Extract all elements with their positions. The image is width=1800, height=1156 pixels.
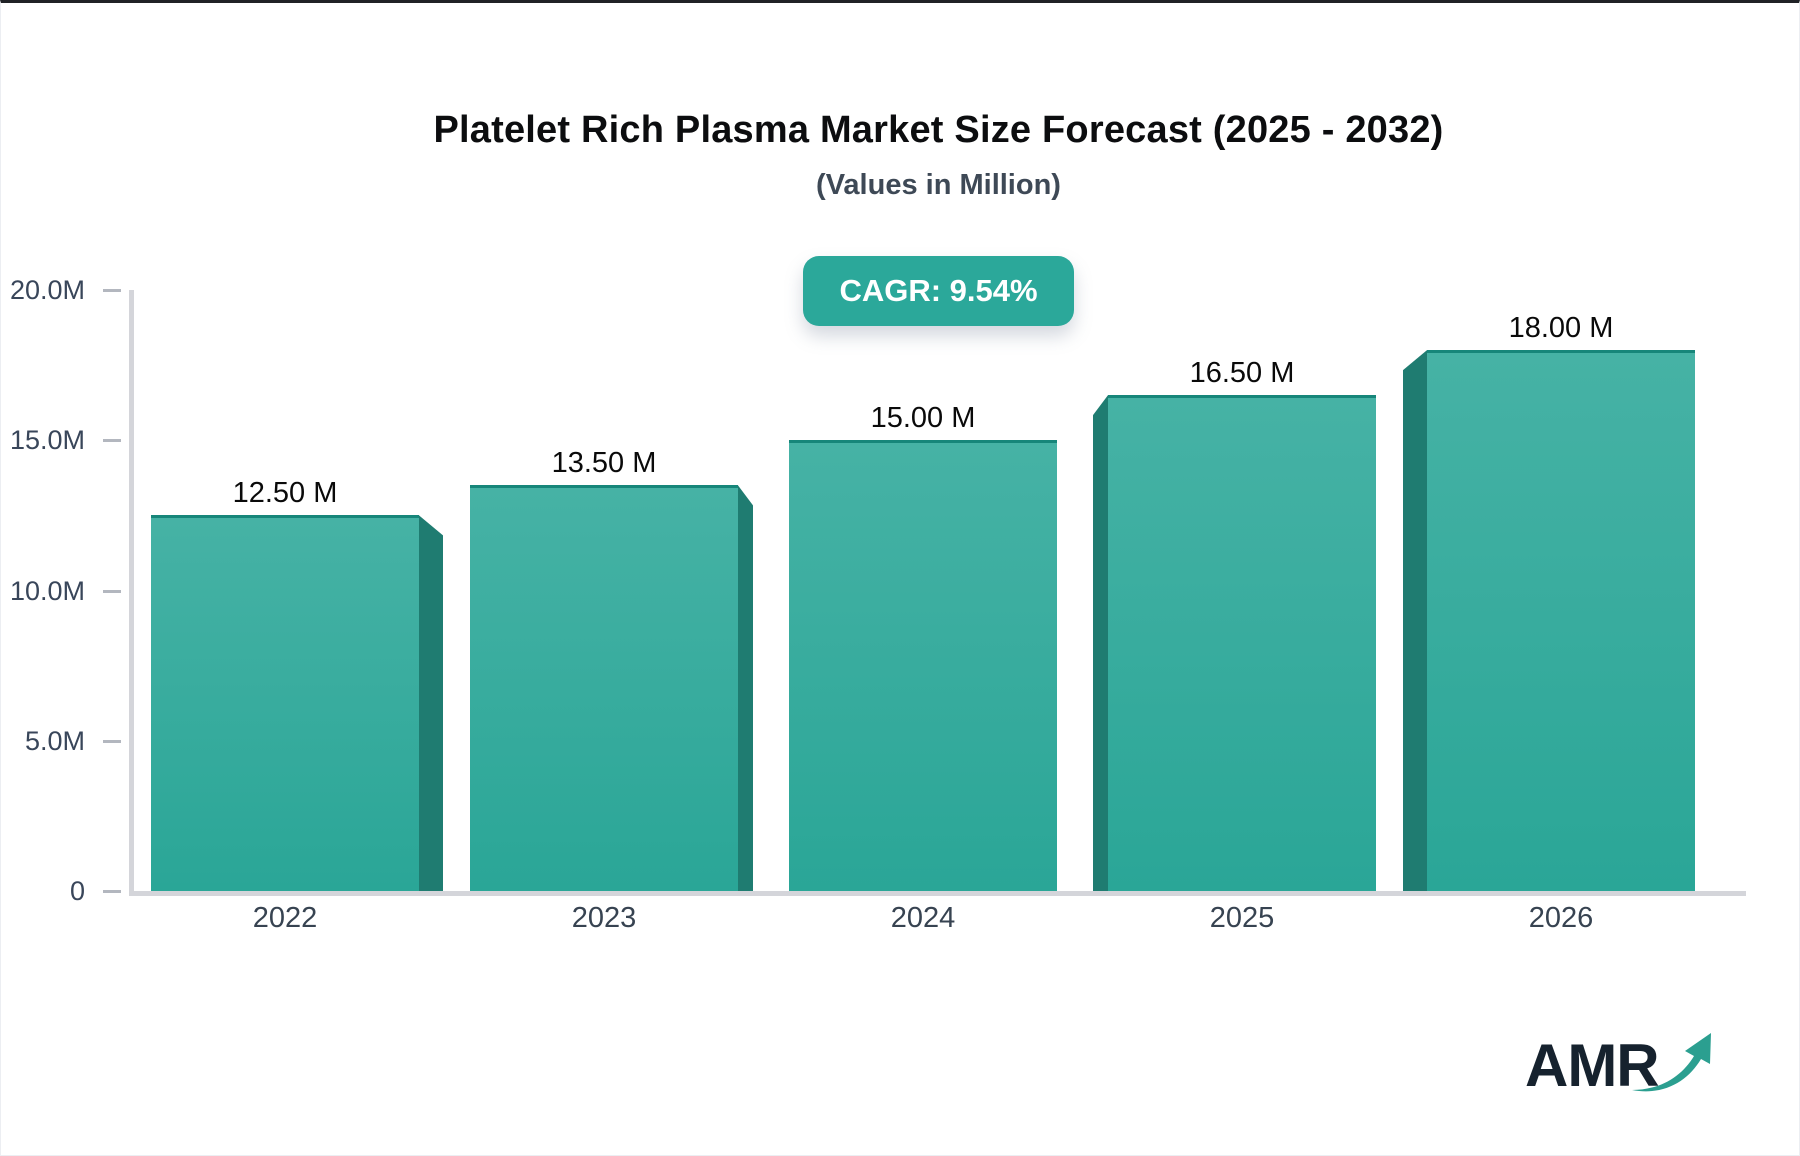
x-axis-label-2024: 2024 xyxy=(890,902,956,934)
amr-logo-text: AMR xyxy=(1525,1032,1660,1099)
cagr-badge: CAGR: 9.54% xyxy=(803,256,1074,326)
y-tick-label: 20.0M xyxy=(9,275,85,305)
x-axis-label-2022: 2022 xyxy=(252,902,318,934)
bar-value-label: 15.00 M xyxy=(870,402,976,435)
chart-subtitle: (Values in Million) xyxy=(816,169,1061,201)
bar-value-label: 16.50 M xyxy=(1189,357,1295,390)
bar-2022[interactable] xyxy=(151,515,419,891)
y-axis-line xyxy=(129,290,134,896)
x-axis-label-2025: 2025 xyxy=(1209,902,1275,934)
y-tick-label: 0 xyxy=(69,876,85,906)
bar-2023[interactable] xyxy=(470,485,738,891)
bar-2026[interactable] xyxy=(1427,350,1695,891)
y-tick-mark xyxy=(103,289,121,292)
x-axis-line xyxy=(129,891,1746,896)
amr-logo: AMR xyxy=(1525,1033,1715,1099)
bar-value-label: 13.50 M xyxy=(551,447,657,480)
bar-3d-side xyxy=(419,515,443,891)
y-tick-mark xyxy=(103,890,121,893)
y-tick-mark xyxy=(103,439,121,443)
x-axis-label-2023: 2023 xyxy=(571,902,637,934)
chart-title: Platelet Rich Plasma Market Size Forecas… xyxy=(433,109,1444,151)
bar-3d-side xyxy=(1403,350,1427,891)
bar-value-label: 18.00 M xyxy=(1508,312,1614,345)
y-tick-label: 15.0M xyxy=(9,425,85,456)
bar-value-label: 12.50 M xyxy=(232,477,338,510)
y-tick-label: 10.0M xyxy=(9,575,85,606)
y-tick-mark xyxy=(103,589,121,593)
bar-3d-side xyxy=(738,485,753,891)
y-tick-label: 5.0M xyxy=(24,725,85,756)
bar-2024[interactable] xyxy=(789,440,1057,891)
bar-3d-side xyxy=(1093,395,1108,891)
x-axis-label-2026: 2026 xyxy=(1528,902,1594,934)
y-tick-mark xyxy=(103,739,121,743)
cagr-badge-row: CAGR: 9.54% xyxy=(131,256,1746,326)
trend-up-arrow-icon xyxy=(1631,1033,1711,1092)
bar-2025[interactable] xyxy=(1108,395,1376,891)
